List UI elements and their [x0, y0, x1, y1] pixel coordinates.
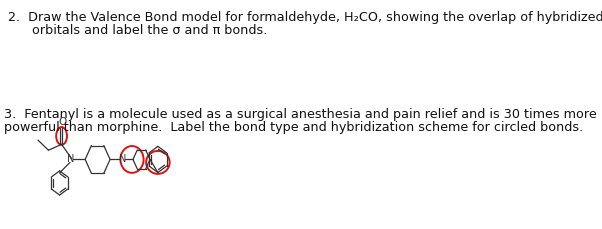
Text: 2.  Draw the Valence Bond model for formaldehyde, H₂CO, showing the overlap of h: 2. Draw the Valence Bond model for forma… — [8, 11, 602, 24]
Text: 3.  Fentanyl is a molecule used as a surgical anesthesia and pain relief and is : 3. Fentanyl is a molecule used as a surg… — [4, 108, 597, 121]
Text: N: N — [67, 154, 75, 164]
Text: N: N — [119, 154, 126, 164]
Text: orbitals and label the σ and π bonds.: orbitals and label the σ and π bonds. — [8, 24, 267, 37]
Text: O: O — [58, 117, 66, 127]
Text: powerful than morphine.  Label the bond type and hybridization scheme for circle: powerful than morphine. Label the bond t… — [4, 121, 583, 134]
